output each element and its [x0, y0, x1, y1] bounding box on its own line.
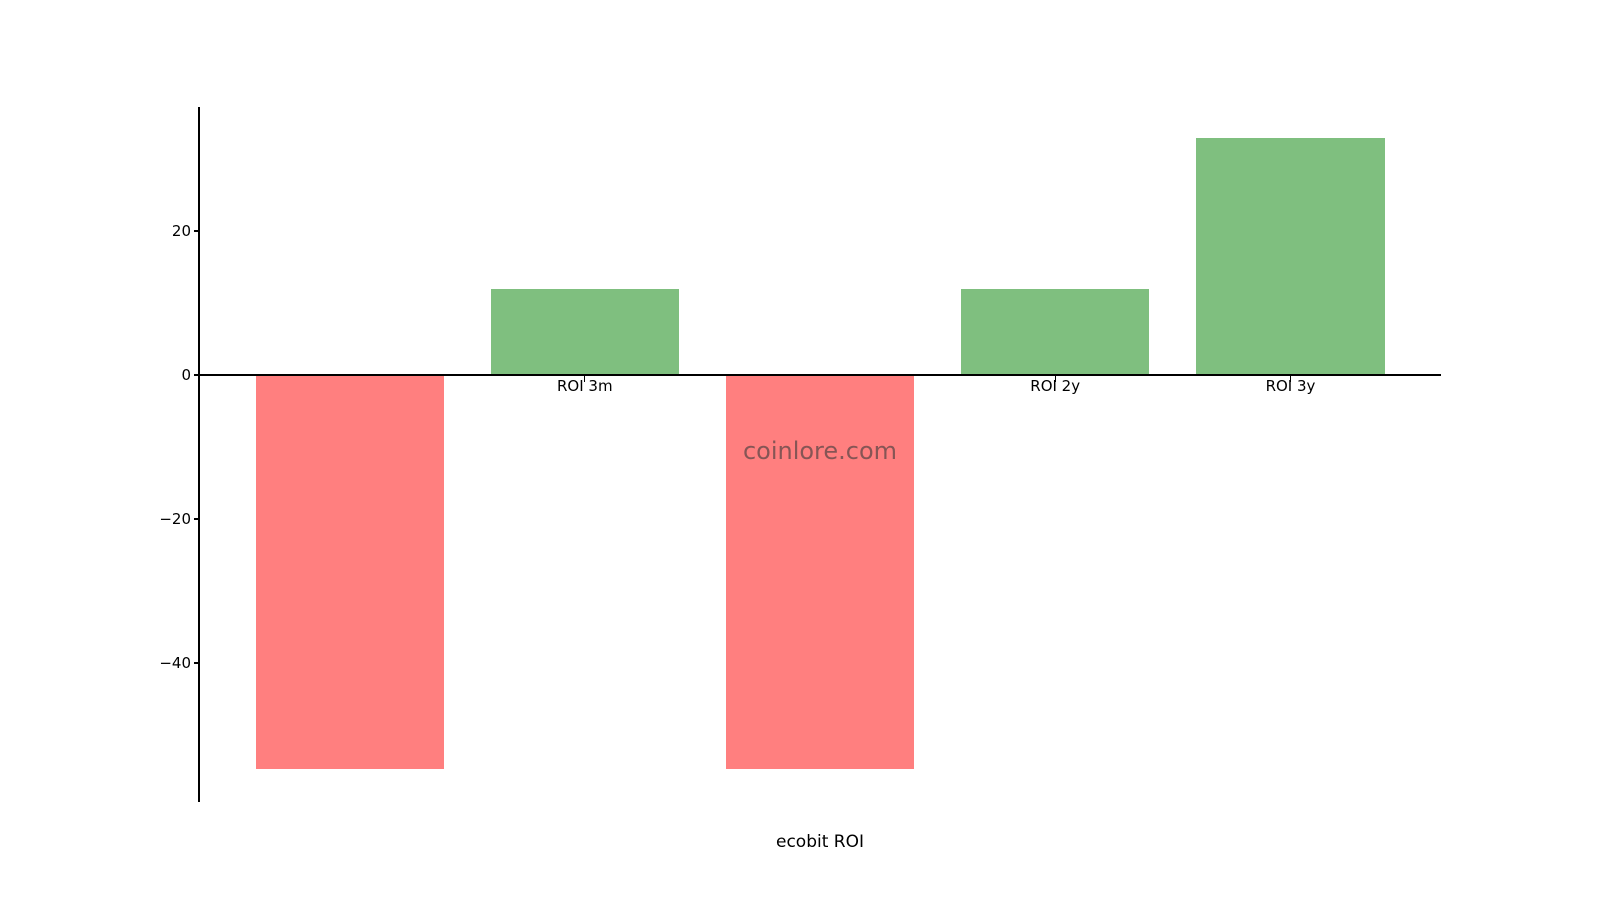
- y-tick-label: 20: [171, 222, 191, 240]
- y-tick: [193, 374, 199, 376]
- y-axis-spine: [198, 107, 200, 802]
- x-tick-label: ROI 2y: [1030, 377, 1081, 395]
- y-tick-label: 0: [181, 366, 191, 384]
- x-axis-zero-line: [198, 374, 1441, 376]
- x-axis-title: ecobit ROI: [776, 832, 864, 852]
- x-tick: [1289, 375, 1292, 382]
- y-tick: [193, 230, 199, 232]
- x-tick: [1054, 375, 1056, 382]
- watermark: coinlore.com: [742, 437, 898, 465]
- x-tick: [584, 375, 586, 382]
- y-tick-label: −20: [159, 510, 191, 528]
- y-tick-label: −40: [159, 654, 191, 672]
- y-tick: [193, 518, 199, 520]
- bar-roi-2y: [961, 289, 1150, 375]
- x-tick-label: ROI 3m: [557, 377, 613, 395]
- bar-unlabeled-2: [725, 375, 915, 769]
- x-tick-label: ROI 3y: [1265, 377, 1316, 395]
- y-tick: [193, 662, 199, 664]
- bar-roi-3y: [1196, 138, 1385, 375]
- bar-unlabeled-0: [255, 375, 444, 769]
- bar-roi-3m: [490, 289, 679, 375]
